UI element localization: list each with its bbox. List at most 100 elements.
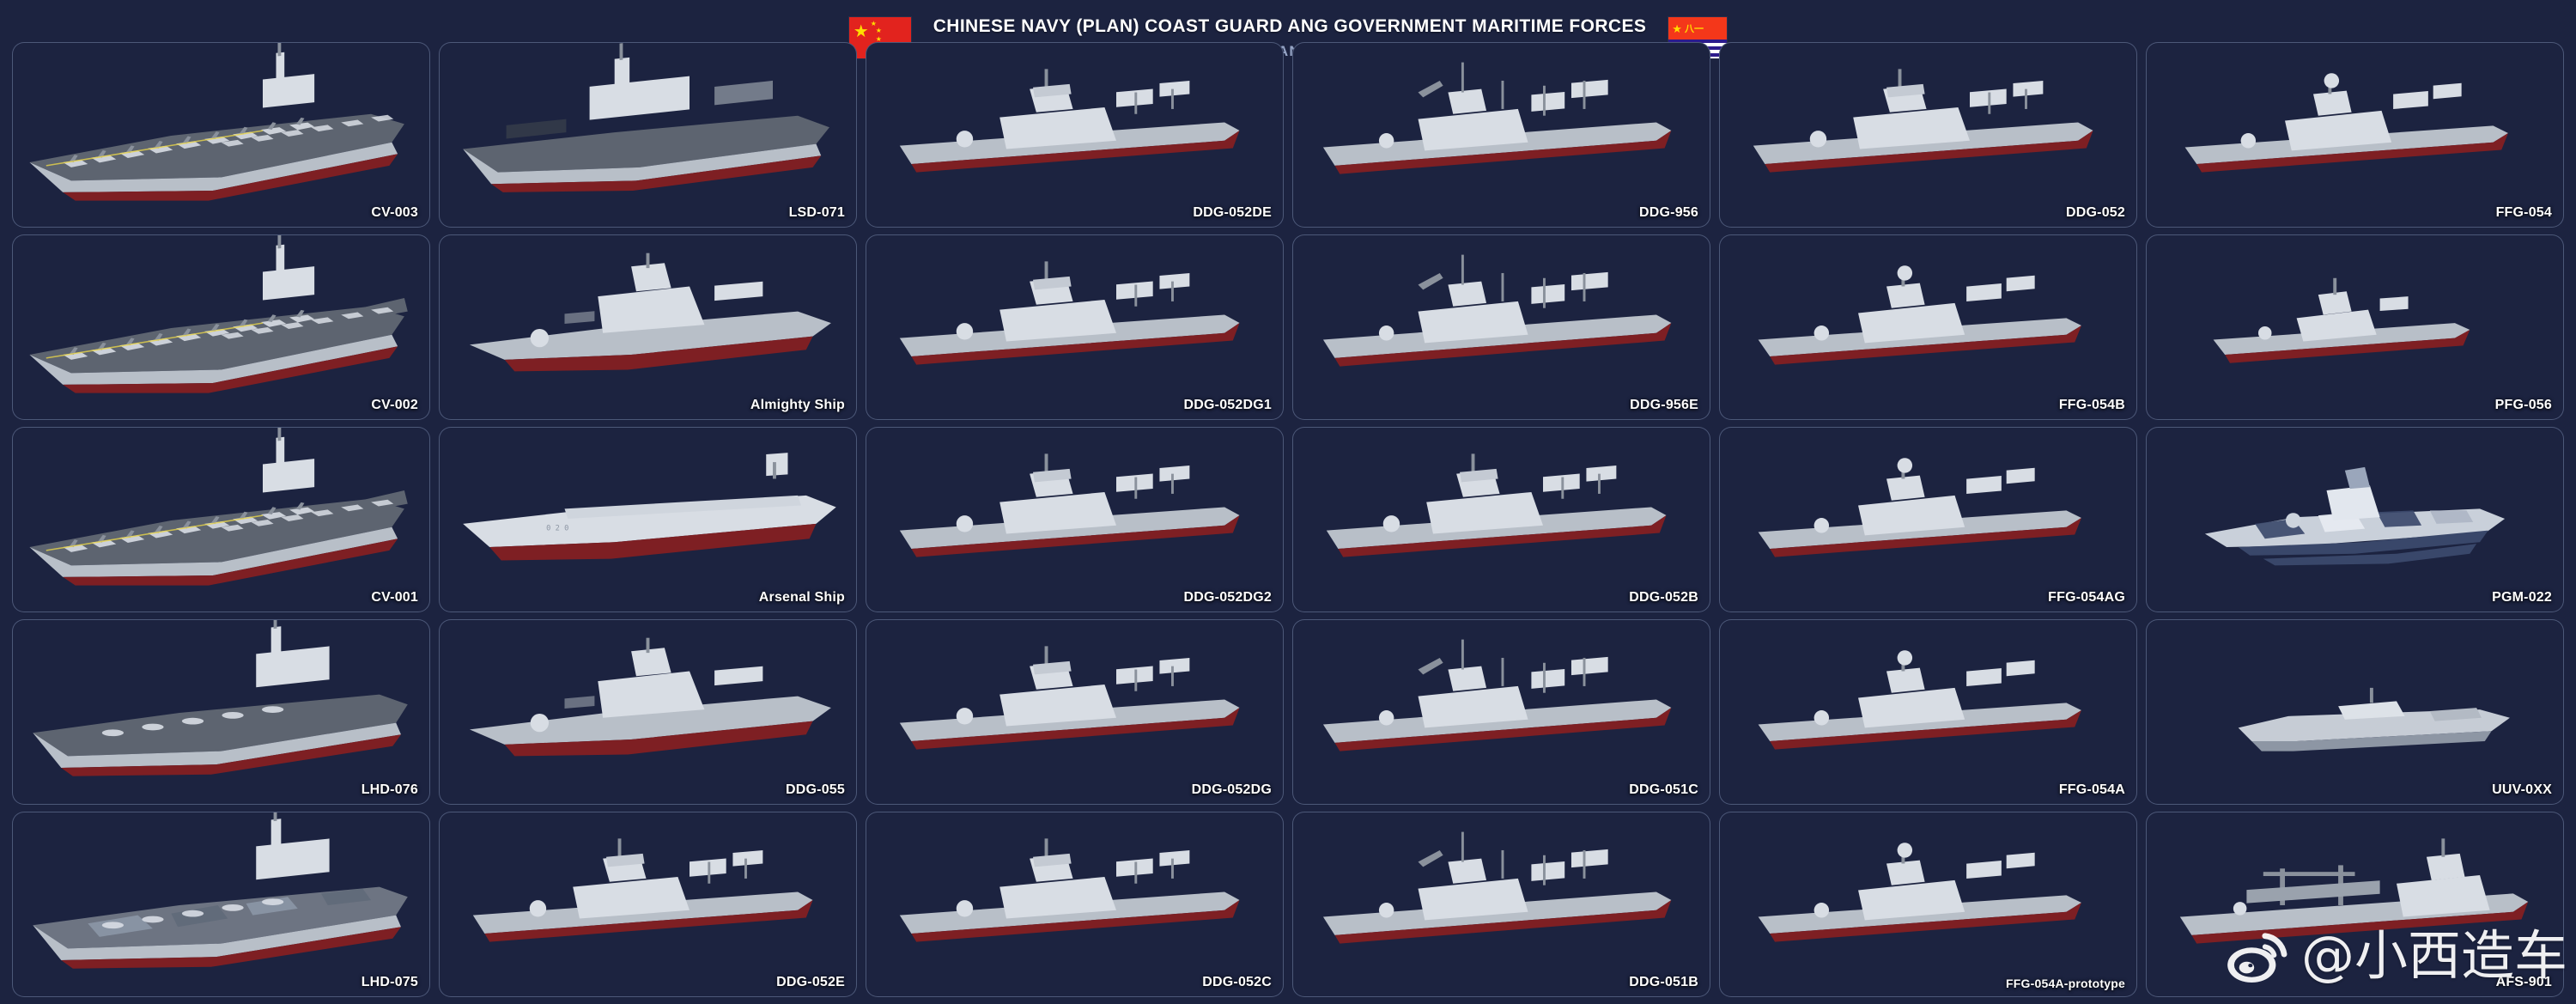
page-title: CHINESE NAVY (PLAN) COAST GUARD ANG GOVE… xyxy=(933,15,1647,36)
ship-card[interactable]: FFG-054A xyxy=(1719,619,2137,805)
ship-art-destroyer-old xyxy=(1293,43,1710,227)
ship-card[interactable]: LSD-071 xyxy=(439,42,857,228)
ship-card[interactable]: FFG-054B xyxy=(1719,234,2137,420)
ship-art-destroyer-big xyxy=(440,620,856,804)
ship-label: DDG-956E xyxy=(1630,398,1698,412)
ship-label: UUV-0XX xyxy=(2492,782,2552,797)
ship-card[interactable]: DDG-052 xyxy=(1719,42,2137,228)
ship-art-destroyer xyxy=(1293,428,1710,612)
ship-card[interactable]: DDG-052DG xyxy=(866,619,1284,805)
ship-label: DDG-052DG1 xyxy=(1183,398,1272,412)
ship-label: DDG-052 xyxy=(2066,205,2125,220)
ship-card[interactable]: LHD-076 xyxy=(12,619,430,805)
ship-art-destroyer xyxy=(866,812,1283,996)
ship-card[interactable]: AFS-901 xyxy=(2146,812,2564,997)
ship-art-destroyer-old xyxy=(1293,812,1710,996)
ship-card[interactable]: FFG-054AG xyxy=(1719,427,2137,612)
ship-card[interactable]: DDG-055 xyxy=(439,619,857,805)
ship-card[interactable]: DDG-051B xyxy=(1292,812,1710,997)
ship-label: DDG-956 xyxy=(1639,205,1698,220)
ship-illustration xyxy=(472,838,813,942)
ship-illustration xyxy=(469,637,831,757)
ship-illustration xyxy=(463,43,829,192)
ship-illustration xyxy=(469,253,831,372)
ship-art-carrier xyxy=(13,43,429,227)
ship-card[interactable]: DDG-052DG1 xyxy=(866,234,1284,420)
ship-illustration xyxy=(899,453,1240,557)
ship-illustration xyxy=(1758,650,2081,750)
prc-flag-small-star: ★ xyxy=(870,20,877,27)
ship-card[interactable]: PGM-022 xyxy=(2146,427,2564,612)
ship-label: DDG-052E xyxy=(776,975,845,989)
ship-card[interactable]: DDG-051C xyxy=(1292,619,1710,805)
ship-label: CV-002 xyxy=(371,398,418,412)
ship-art-destroyer xyxy=(866,428,1283,612)
ship-card[interactable]: Almighty Ship xyxy=(439,234,857,420)
ship-card[interactable]: CV-001 xyxy=(12,427,430,612)
ship-illustration xyxy=(33,620,408,776)
ship-illustration xyxy=(1758,458,2081,557)
ship-illustration xyxy=(2204,466,2506,566)
ship-card[interactable]: DDG-052C xyxy=(866,812,1284,997)
ship-label: FFG-054B xyxy=(2058,398,2125,412)
ship-art-replenish xyxy=(2147,812,2563,996)
ship-card[interactable]: LHD-075 xyxy=(12,812,430,997)
ship-label: CV-003 xyxy=(371,205,418,220)
ship-label: PFG-056 xyxy=(2494,398,2552,412)
ship-art-destroyer xyxy=(440,812,856,996)
ship-illustration xyxy=(1322,831,1672,944)
ship-card[interactable]: FFG-054A-prototype xyxy=(1719,812,2137,997)
ship-card[interactable]: DDG-052B xyxy=(1292,427,1710,612)
ship-illustration xyxy=(1322,254,1672,367)
ship-card[interactable]: 0 2 0 Arsenal Ship xyxy=(439,427,857,612)
ship-label: PGM-022 xyxy=(2492,590,2552,605)
ship-label: LHD-075 xyxy=(361,975,418,989)
ship-illustration xyxy=(29,235,408,393)
ship-illustration xyxy=(1758,843,2081,942)
ship-illustration xyxy=(1753,69,2093,173)
ship-illustration xyxy=(2238,687,2510,751)
ship-illustration xyxy=(2213,277,2470,363)
prc-flag-small-star: ★ xyxy=(875,35,882,43)
ship-label: DDG-052DE xyxy=(1193,205,1272,220)
ship-label: FFG-054 xyxy=(2495,205,2552,220)
ship-card[interactable]: CV-002 xyxy=(12,234,430,420)
ship-card[interactable]: DDG-956 xyxy=(1292,42,1710,228)
ship-label: DDG-055 xyxy=(786,782,845,797)
ship-art-arsenal: 0 2 0 xyxy=(440,428,856,612)
ship-card[interactable]: DDG-052E xyxy=(439,812,857,997)
ship-card[interactable]: UUV-0XX xyxy=(2146,619,2564,805)
ship-art-uuv xyxy=(2147,620,2563,804)
ship-illustration xyxy=(33,812,408,969)
ship-label: DDG-052C xyxy=(1202,975,1272,989)
ship-label: Arsenal Ship xyxy=(758,590,845,605)
ship-card-grid: CV-003 LSD-071 xyxy=(12,42,2564,997)
ship-art-lhd xyxy=(13,620,429,804)
ship-illustration xyxy=(1758,265,2081,365)
ship-label: FFG-054A-prototype xyxy=(2006,977,2125,990)
ship-card[interactable]: PFG-056 xyxy=(2146,234,2564,420)
ship-art-destroyer-old xyxy=(1293,620,1710,804)
ship-illustration xyxy=(2184,73,2508,173)
ship-label: DDG-052DG2 xyxy=(1183,590,1272,605)
ship-art-frigate xyxy=(1720,235,2136,419)
ship-illustration xyxy=(29,428,408,586)
ship-illustration xyxy=(2179,838,2529,944)
ship-card[interactable]: DDG-052DE xyxy=(866,42,1284,228)
ship-label: CV-001 xyxy=(371,590,418,605)
ship-label: LSD-071 xyxy=(788,205,845,220)
ship-art-destroyer xyxy=(866,235,1283,419)
ship-illustration xyxy=(899,69,1240,173)
ship-card[interactable]: DDG-956E xyxy=(1292,234,1710,420)
ship-card[interactable]: FFG-054 xyxy=(2146,42,2564,228)
ship-art-frigate xyxy=(2147,43,2563,227)
plan-ensign-canton: ★ 八一 xyxy=(1668,17,1728,40)
ship-card[interactable]: CV-003 xyxy=(12,42,430,228)
plan-ensign-bayi-chars: 八一 xyxy=(1684,23,1704,34)
ship-illustration: 0 2 0 xyxy=(463,453,836,561)
ship-art-destroyer xyxy=(1720,43,2136,227)
ship-card[interactable]: DDG-052DG2 xyxy=(866,427,1284,612)
ship-art-catamaran-camo xyxy=(2147,428,2563,612)
ship-label: DDG-052B xyxy=(1629,590,1698,605)
